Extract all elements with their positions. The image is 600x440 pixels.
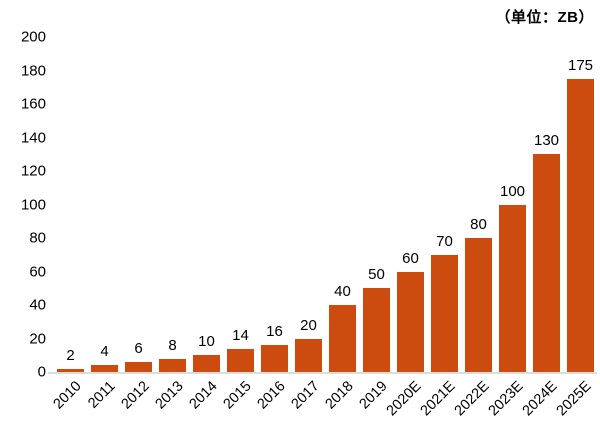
unit-label: （单位：ZB） <box>495 9 594 26</box>
bar-2025E <box>567 78 594 372</box>
bar-2016 <box>261 345 288 372</box>
bar-value-label: 16 <box>266 323 283 341</box>
x-axis-line <box>48 372 597 374</box>
bar-2020E <box>397 271 424 372</box>
bar-2011 <box>91 365 118 372</box>
bar-2023E <box>499 204 526 372</box>
bar-2019 <box>363 288 390 372</box>
bar-value-label: 175 <box>567 56 594 74</box>
bar-2015 <box>227 348 254 372</box>
y-tick-label: 0 <box>37 363 46 381</box>
bar-2021E <box>431 254 458 372</box>
bar-2017 <box>295 338 322 372</box>
y-tick-label: 160 <box>20 95 46 113</box>
y-tick-label: 120 <box>20 162 46 180</box>
y-tick-label: 200 <box>20 28 46 46</box>
bar-2012 <box>125 361 152 372</box>
y-tick-label: 180 <box>20 62 46 79</box>
bar-value-label: 4 <box>100 343 109 361</box>
bar-2014 <box>193 355 220 372</box>
bar-value-label: 60 <box>402 249 419 267</box>
y-tick-label: 60 <box>29 263 46 280</box>
bar-value-label: 70 <box>436 232 453 250</box>
bar-2018 <box>329 305 356 372</box>
bar-value-label: 40 <box>334 283 351 300</box>
bar-2024E <box>533 154 560 372</box>
bar-value-label: 100 <box>499 182 526 200</box>
bar-2010 <box>57 368 84 372</box>
bar-value-label: 2 <box>66 346 75 364</box>
bar-value-label: 50 <box>368 266 385 284</box>
bar-2022E <box>465 238 492 372</box>
bar-value-label: 80 <box>470 216 487 233</box>
y-tick-label: 140 <box>20 129 46 146</box>
bar-value-label: 6 <box>134 339 143 357</box>
bar-value-label: 20 <box>300 316 317 334</box>
y-tick-label: 20 <box>29 330 46 347</box>
bar-value-label: 10 <box>198 333 215 351</box>
bar-value-label: 14 <box>232 326 249 344</box>
bar-value-label: 8 <box>168 336 177 354</box>
bar-value-label: 130 <box>533 132 560 150</box>
y-tick-label: 80 <box>29 229 46 247</box>
y-tick-label: 40 <box>29 296 46 314</box>
y-tick-label: 100 <box>20 196 46 213</box>
bar-2013 <box>159 358 186 372</box>
